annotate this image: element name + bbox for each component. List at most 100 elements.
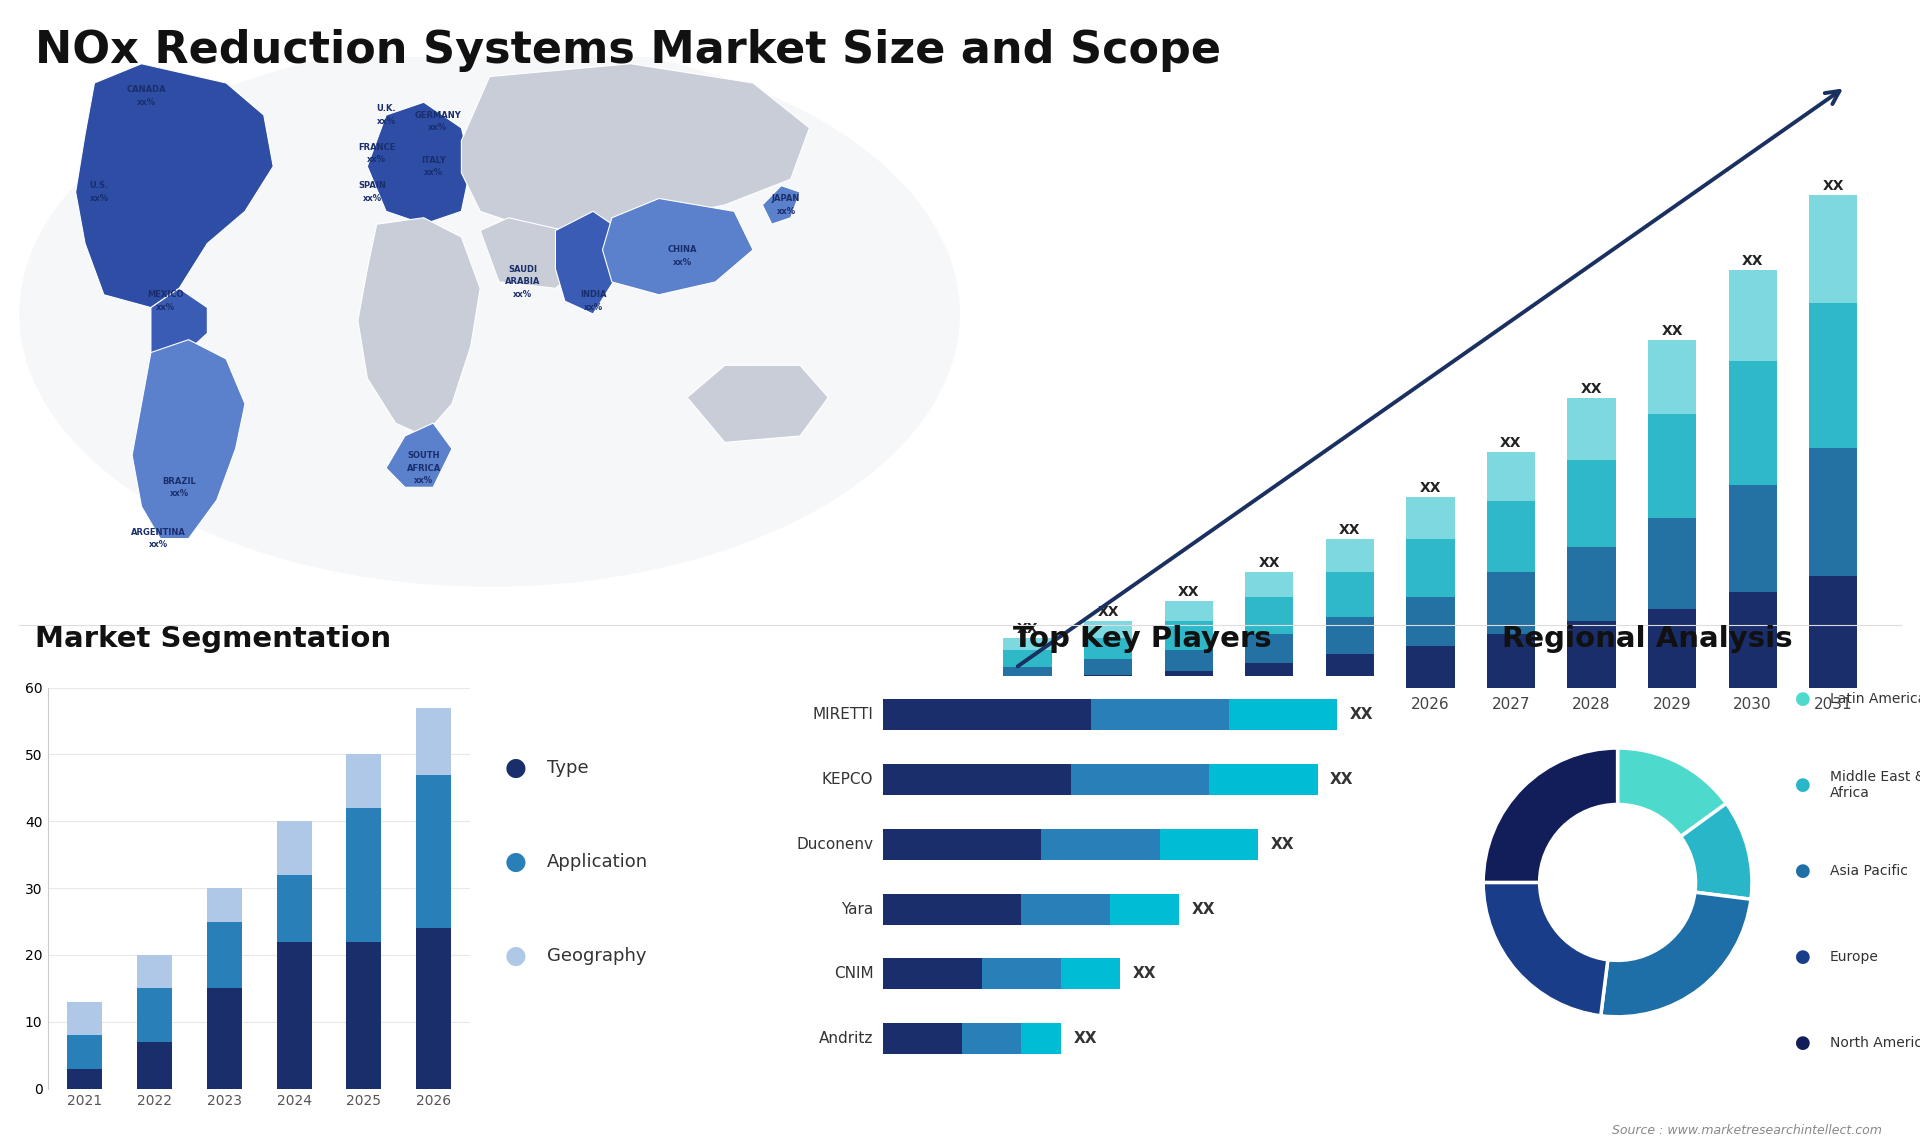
Bar: [1004, 638, 1052, 651]
Bar: [207, 888, 242, 921]
Text: ●: ●: [505, 944, 526, 967]
Text: XX: XX: [1338, 523, 1361, 536]
Bar: [276, 822, 311, 874]
Bar: [1809, 448, 1857, 576]
Bar: [1062, 958, 1119, 989]
Bar: [1071, 764, 1210, 795]
Text: XX: XX: [1192, 902, 1215, 917]
Bar: [981, 958, 1062, 989]
Bar: [883, 1023, 962, 1054]
Bar: [1004, 680, 1052, 688]
Bar: [1110, 894, 1179, 925]
Bar: [883, 894, 1021, 925]
Text: Andritz: Andritz: [820, 1031, 874, 1046]
Polygon shape: [367, 102, 470, 225]
Text: ●: ●: [1795, 948, 1811, 966]
Bar: [1085, 659, 1133, 675]
Text: XX: XX: [1331, 772, 1354, 787]
Bar: [1085, 675, 1133, 688]
Text: SOUTH
AFRICA
xx%: SOUTH AFRICA xx%: [407, 452, 442, 485]
Bar: [276, 942, 311, 1089]
Text: CNIM: CNIM: [833, 966, 874, 981]
Text: XX: XX: [1258, 556, 1281, 570]
Bar: [1244, 572, 1294, 597]
Bar: [1210, 764, 1317, 795]
Polygon shape: [762, 186, 801, 225]
Bar: [1728, 485, 1776, 592]
Polygon shape: [386, 423, 451, 487]
Text: Market Segmentation: Market Segmentation: [35, 626, 390, 653]
Bar: [1728, 592, 1776, 688]
Text: ITALY
xx%: ITALY xx%: [420, 156, 445, 178]
Text: JAPAN
xx%: JAPAN xx%: [772, 194, 801, 215]
Bar: [1405, 539, 1455, 597]
Text: U.K.
xx%: U.K. xx%: [376, 104, 396, 126]
Text: Duconenv: Duconenv: [797, 837, 874, 851]
Bar: [1325, 539, 1375, 572]
Text: ●: ●: [1795, 862, 1811, 880]
Polygon shape: [687, 366, 828, 442]
Bar: [276, 874, 311, 942]
Bar: [1486, 572, 1536, 634]
Bar: [1809, 303, 1857, 448]
Bar: [207, 988, 242, 1089]
Bar: [883, 829, 1041, 860]
Bar: [1165, 672, 1213, 688]
Bar: [1809, 576, 1857, 688]
Bar: [1567, 547, 1617, 621]
Text: FRANCE
xx%: FRANCE xx%: [357, 143, 396, 164]
Bar: [1647, 340, 1695, 415]
Bar: [1021, 1023, 1062, 1054]
Text: XX: XX: [1018, 622, 1039, 636]
Wedge shape: [1680, 803, 1751, 900]
Text: SAUDI
ARABIA
xx%: SAUDI ARABIA xx%: [505, 265, 540, 299]
Text: XX: XX: [1179, 584, 1200, 598]
Wedge shape: [1482, 882, 1607, 1015]
Bar: [67, 1068, 102, 1089]
Text: XX: XX: [1271, 837, 1294, 851]
Bar: [1165, 621, 1213, 651]
Text: GERMANY
xx%: GERMANY xx%: [415, 111, 461, 132]
Text: XX: XX: [1350, 707, 1373, 722]
Text: ●: ●: [505, 850, 526, 873]
Text: Type: Type: [547, 759, 589, 777]
Text: INDIA
xx%: INDIA xx%: [580, 290, 607, 312]
Bar: [1405, 497, 1455, 539]
Text: XX: XX: [1419, 481, 1442, 495]
Bar: [1160, 829, 1258, 860]
Polygon shape: [461, 64, 810, 230]
Text: MIRETTI: MIRETTI: [812, 707, 874, 722]
Bar: [883, 958, 981, 989]
Polygon shape: [480, 218, 584, 289]
Wedge shape: [1601, 893, 1751, 1017]
Text: XX: XX: [1822, 179, 1843, 194]
Polygon shape: [603, 198, 753, 295]
Bar: [1244, 662, 1294, 688]
Bar: [417, 707, 451, 775]
Bar: [207, 921, 242, 988]
Bar: [67, 1035, 102, 1068]
Wedge shape: [1617, 748, 1726, 837]
Bar: [67, 1002, 102, 1035]
Bar: [1085, 621, 1133, 638]
Text: Source : www.marketresearchintellect.com: Source : www.marketresearchintellect.com: [1611, 1124, 1882, 1137]
Bar: [1041, 829, 1160, 860]
Bar: [1486, 634, 1536, 688]
Text: Latin America: Latin America: [1830, 692, 1920, 706]
Bar: [1244, 634, 1294, 662]
Bar: [1004, 667, 1052, 680]
Text: XX: XX: [1133, 966, 1156, 981]
Bar: [1567, 621, 1617, 688]
Bar: [136, 1042, 173, 1089]
Text: XX: XX: [1500, 435, 1523, 449]
Polygon shape: [555, 211, 622, 314]
Text: MEXICO
xx%: MEXICO xx%: [146, 290, 182, 312]
Text: North America: North America: [1830, 1036, 1920, 1050]
Text: NOx Reduction Systems Market Size and Scope: NOx Reduction Systems Market Size and Sc…: [35, 29, 1221, 72]
Text: ●: ●: [1795, 776, 1811, 794]
Bar: [1567, 460, 1617, 547]
Bar: [1647, 609, 1695, 688]
Bar: [1325, 618, 1375, 654]
Bar: [136, 955, 173, 988]
Polygon shape: [132, 339, 246, 539]
